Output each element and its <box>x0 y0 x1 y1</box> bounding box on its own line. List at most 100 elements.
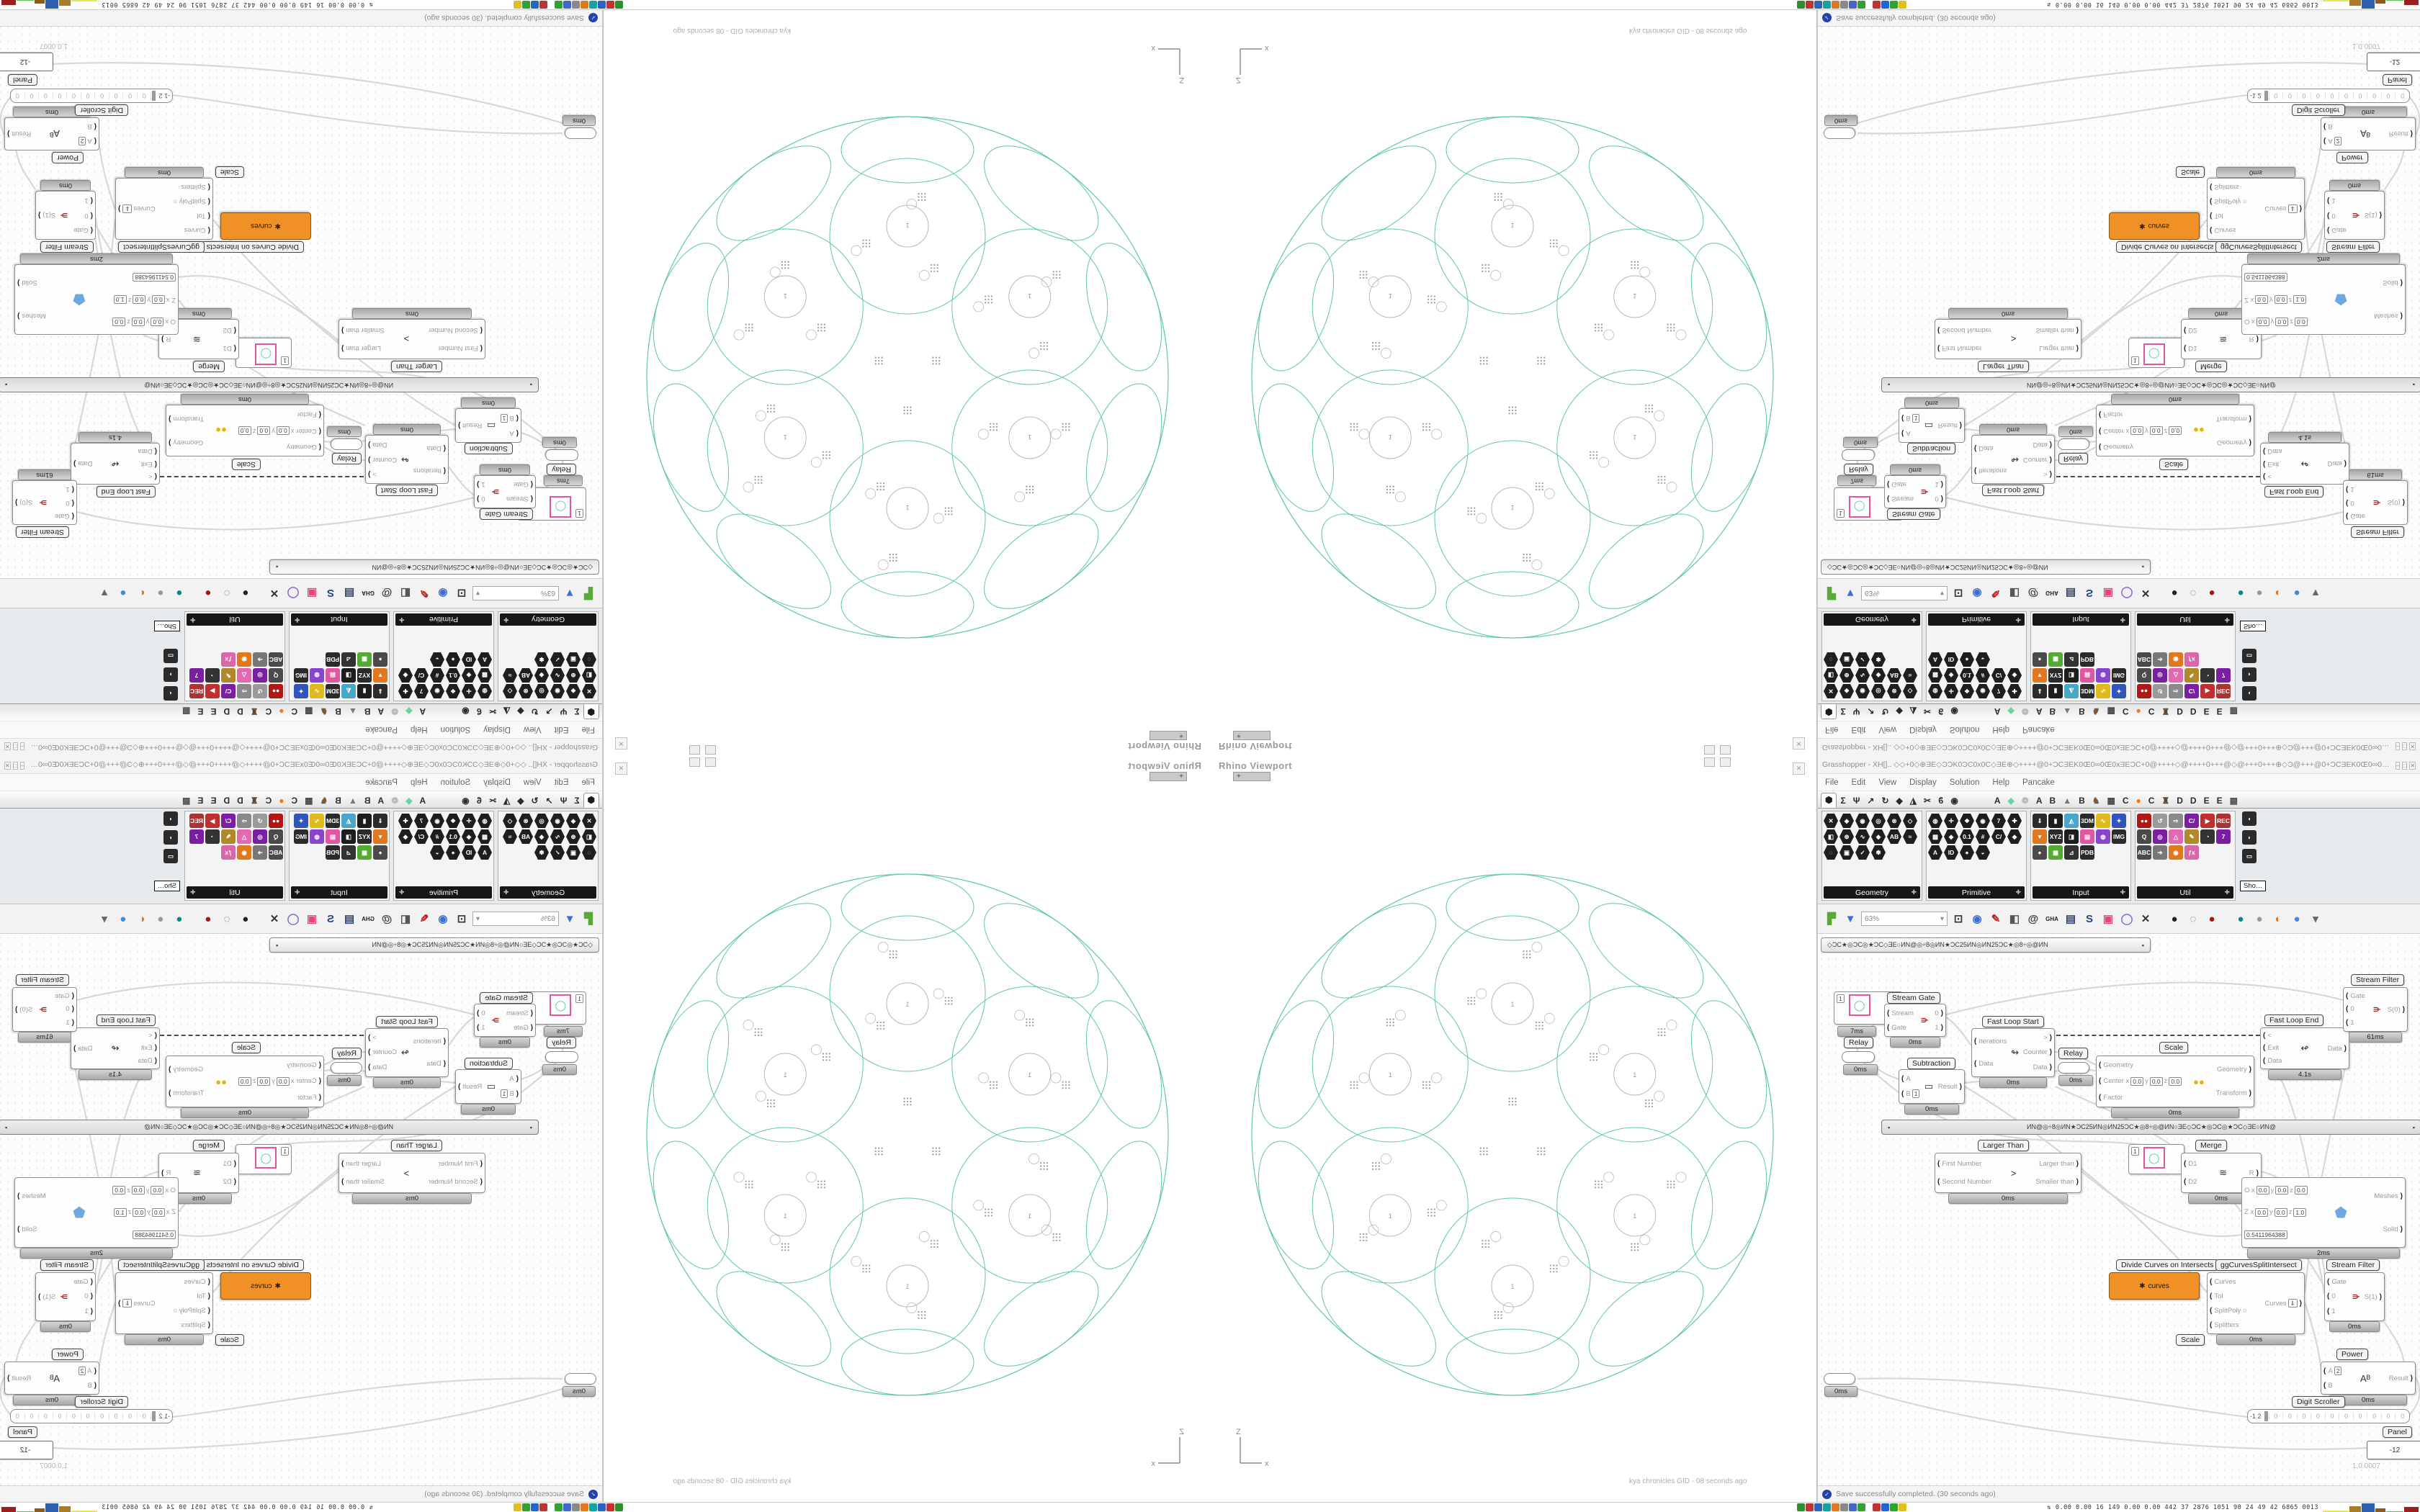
polyhedron-node[interactable]: O x 0.0 y 0.0 z 0.0 Z x 0.0 y 0.0 z 1.0 0.… <box>14 253 179 335</box>
palette-icon[interactable]: ✦ <box>294 814 308 828</box>
value-box[interactable]: 0.0 <box>257 426 271 436</box>
port-label[interactable]: SplitPoly ○ <box>173 198 210 206</box>
tab-mesh[interactable]: ◮ <box>1909 796 1917 806</box>
menu-item-display[interactable]: Display <box>1909 725 1937 734</box>
value-box[interactable]: 1.0 <box>113 1207 127 1217</box>
node-body[interactable]: GeometryCenter x 0.0 y 0.0 z 0.0Factor●●… <box>2096 405 2254 456</box>
port-label[interactable]: Gate <box>506 481 533 489</box>
digit-cell[interactable]: 0 <box>11 1413 25 1420</box>
port-label[interactable]: Data <box>413 444 446 452</box>
palette-icon[interactable]: ➔ <box>2153 652 2167 667</box>
menu-item-solution[interactable]: Solution <box>440 725 471 734</box>
preview-dark-icon[interactable]: ● <box>2171 912 2178 925</box>
menu-item-file[interactable]: File <box>581 778 595 787</box>
tab-plugin-grid[interactable]: ▦ <box>305 796 313 806</box>
palette-icon[interactable]: ⇨ <box>237 814 251 828</box>
port-label[interactable]: Geometry <box>2216 1066 2251 1074</box>
palette-icon[interactable]: ◔ <box>205 829 220 844</box>
tab-maths[interactable]: Σ <box>574 796 580 806</box>
tab-plugin-grid[interactable]: ▦ <box>305 706 313 716</box>
node-body[interactable]: GeometryCenter x 0.0 y 0.0 z 0.0Factor●●… <box>166 1056 324 1107</box>
palette-icon[interactable]: 0.1 <box>1960 829 1974 844</box>
menu-item-file[interactable]: File <box>1825 778 1839 787</box>
palette-icon[interactable]: ◒ <box>430 652 444 667</box>
digit-cell[interactable]: 0 <box>2311 1413 2325 1420</box>
tab-intersect[interactable]: ✂ <box>488 796 496 806</box>
taskbar-app-icon[interactable] <box>1806 1503 1814 1511</box>
tab-plugin-rooster[interactable]: ♜ <box>2161 706 2170 716</box>
tab-plugin-b2[interactable]: B <box>335 796 341 806</box>
gh-node[interactable]: Gate01⋔S(1)0ms <box>2324 180 2385 240</box>
gh-node[interactable]: IterationsData↬>CounterData0ms <box>365 1028 449 1088</box>
palette-icon[interactable]: ◎ <box>253 829 267 844</box>
tab-surface[interactable]: ◆ <box>1896 796 1903 806</box>
gh-node[interactable]: AB 1▭Result0ms <box>455 1069 521 1115</box>
port-label[interactable]: Splitters <box>173 1321 210 1329</box>
port-label[interactable]: Data <box>1974 1060 2007 1068</box>
value-box[interactable]: 0.0 <box>2255 1207 2269 1217</box>
digit-cell[interactable]: 0 <box>39 92 53 99</box>
port-label[interactable]: < <box>138 1032 157 1040</box>
palette-icon[interactable]: ABC <box>2137 652 2151 667</box>
panel-expand-icon[interactable]: ✚ <box>2015 616 2021 624</box>
port-label[interactable]: Exit <box>138 1044 157 1052</box>
port-label[interactable]: > <box>2023 470 2052 478</box>
sketch-pen-icon[interactable]: ✎ <box>419 913 429 925</box>
value-box[interactable]: 0.0 <box>2149 426 2163 436</box>
tab-plugin-a[interactable]: A <box>1994 706 2001 716</box>
palette-icon[interactable]: ●● <box>2137 684 2151 698</box>
tab-plugin-e2[interactable]: E <box>197 796 204 806</box>
tab-plugin-c2[interactable]: C <box>2148 706 2155 716</box>
palette-icon[interactable]: ❖ <box>446 684 460 698</box>
digit-cell[interactable]: 0 <box>2282 92 2297 99</box>
palette-icon[interactable]: ◌ <box>1824 652 1838 667</box>
palette-icon[interactable]: ◭ <box>341 684 356 698</box>
port-label[interactable]: 0 <box>1935 1009 1943 1017</box>
tab-plugin-rooster[interactable]: ♜ <box>250 796 259 806</box>
relay-capsule[interactable] <box>1842 1051 1875 1063</box>
palette-icon[interactable]: ∿ <box>1855 829 1870 844</box>
port-label[interactable]: Exit <box>2263 460 2282 468</box>
port-label[interactable]: Data <box>2023 1063 2052 1071</box>
palette-icon[interactable]: PDB <box>2080 652 2094 667</box>
taskbar-app-icon[interactable] <box>1814 1503 1822 1511</box>
palette-icon[interactable]: Q <box>2137 668 2151 683</box>
palette-icon[interactable]: ∿ <box>2096 684 2110 698</box>
palette-panel-label[interactable]: Primitive ✚ <box>395 886 492 899</box>
relay-capsule[interactable] <box>545 1051 578 1063</box>
gh-node[interactable]: <ExitData↫Data4.1s <box>71 432 160 485</box>
value-box[interactable]: 0.0 <box>133 1207 146 1217</box>
port-label[interactable]: Iterations <box>1974 1038 2007 1045</box>
tab-plugin-a2[interactable]: A <box>2035 796 2043 806</box>
palette-icon[interactable]: ƒx <box>2184 652 2199 667</box>
ball-half-icon[interactable]: ◐ <box>138 587 145 600</box>
gh-node[interactable]: Gate01⋔S(1)0ms <box>35 180 96 240</box>
taskbar-app-icon[interactable] <box>1849 1503 1857 1511</box>
port-label[interactable]: Counter <box>2023 456 2052 464</box>
palette-icon[interactable]: ◗ <box>163 667 178 682</box>
tab-plugin-animal[interactable]: ♞ <box>320 706 328 716</box>
port-label[interactable]: 0 <box>1935 495 1943 503</box>
port-label[interactable]: B <box>79 122 97 130</box>
taskbar-app-icon[interactable] <box>1814 1 1822 9</box>
digit-cell[interactable]: 0 <box>24 1413 40 1420</box>
palette-icon[interactable]: REC <box>2216 684 2231 698</box>
port-label[interactable]: 1 <box>477 1024 485 1032</box>
panel-expand-icon[interactable]: ✚ <box>2120 616 2125 624</box>
palette-icon[interactable]: ✎ <box>221 668 236 683</box>
palette-icon[interactable]: Q <box>269 668 283 683</box>
open-file-icon[interactable]: ▛ <box>584 913 593 925</box>
port-label[interactable]: 0 <box>2327 1292 2347 1300</box>
node-body[interactable]: O x 0.0 y 0.0 z 0.0 Z x 0.0 y 0.0 z 1.0 0.… <box>2241 1177 2406 1248</box>
value-box[interactable]: 0.0 <box>238 426 251 436</box>
palette-icon[interactable]: ⊿ <box>341 652 356 667</box>
palette-icon[interactable]: ⇨ <box>2169 684 2183 698</box>
tab-plugin-mountain[interactable]: ▲ <box>2063 796 2072 806</box>
ball-half-icon[interactable]: ◐ <box>2275 912 2282 925</box>
palette-panel-label[interactable]: Util ✚ <box>187 613 283 626</box>
palette-icon[interactable]: ◉ <box>430 684 444 698</box>
digit-thumb[interactable] <box>152 91 156 101</box>
canvas[interactable]: ◇ƆC★◎ƆC◎★ƆC◇ƎE○ИN@◎÷8◎ИN★ƆC25ИN◎ИN25ƆC★◎… <box>1818 27 2420 578</box>
